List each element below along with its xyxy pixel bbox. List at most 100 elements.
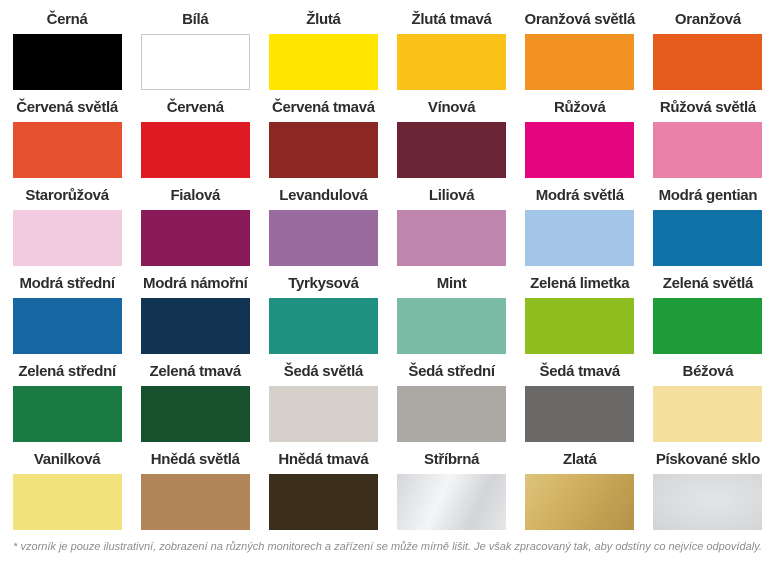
- swatch-cell: Stříbrná: [388, 443, 516, 531]
- swatch-cell: Červená světlá: [3, 91, 131, 179]
- swatch-cell: Zelená limetka: [516, 267, 644, 355]
- swatch-label: Zelená limetka: [530, 275, 630, 292]
- swatch-label: Šedá světlá: [283, 363, 364, 380]
- color-swatch: [12, 34, 122, 90]
- swatch-label: Bílá: [182, 11, 209, 28]
- color-swatch: [653, 34, 763, 90]
- swatch-label: Fialová: [170, 187, 221, 204]
- color-swatch: [525, 210, 635, 266]
- swatch-label: Zlatá: [562, 451, 597, 468]
- swatch-label: Béžová: [682, 363, 734, 380]
- swatch-cell: Modrá gentian: [644, 179, 772, 267]
- color-swatch: [397, 210, 507, 266]
- swatch-label: Modrá gentian: [658, 187, 758, 204]
- swatch-cell: Červená: [131, 91, 259, 179]
- swatch-label: Oranžová světlá: [524, 11, 636, 28]
- color-swatch: [268, 474, 378, 530]
- swatch-cell: Hnědá světlá: [131, 443, 259, 531]
- swatch-cell: Vanilková: [3, 443, 131, 531]
- swatch-label: Hnědá tmavá: [278, 451, 369, 468]
- color-swatch: [397, 122, 507, 178]
- color-swatch: [268, 210, 378, 266]
- swatch-cell: Černá: [3, 3, 131, 91]
- swatch-cell: Modrá světlá: [516, 179, 644, 267]
- swatch-cell: Levandulová: [259, 179, 387, 267]
- swatch-cell: Zlatá: [516, 443, 644, 531]
- color-swatch: [653, 122, 763, 178]
- swatch-cell: Pískované sklo: [644, 443, 772, 531]
- color-swatch: [525, 122, 635, 178]
- swatch-cell: Žlutá tmavá: [388, 3, 516, 91]
- swatch-label: Žlutá tmavá: [411, 11, 492, 28]
- color-swatch: [397, 34, 507, 90]
- swatch-label: Červená světlá: [16, 99, 118, 116]
- swatch-cell: Mint: [388, 267, 516, 355]
- color-swatch: [140, 474, 250, 530]
- swatch-cell: Modrá námořní: [131, 267, 259, 355]
- color-swatch: [140, 34, 250, 90]
- color-swatch: [268, 122, 378, 178]
- color-swatch: [653, 298, 763, 354]
- swatch-label: Červená: [166, 99, 224, 116]
- swatch-cell: Vínová: [388, 91, 516, 179]
- swatch-label: Zelená střední: [18, 363, 116, 380]
- swatch-label: Oranžová: [674, 11, 741, 28]
- disclaimer-footnote: * vzorník je pouze ilustrativní, zobraze…: [13, 541, 762, 553]
- color-swatch: [525, 386, 635, 442]
- swatch-cell: Oranžová světlá: [516, 3, 644, 91]
- color-swatch: [397, 474, 507, 530]
- color-swatch: [140, 210, 250, 266]
- swatch-cell: Šedá střední: [388, 355, 516, 443]
- swatch-label: Mint: [436, 275, 467, 292]
- color-swatch: [653, 386, 763, 442]
- swatch-label: Vanilková: [33, 451, 101, 468]
- swatch-label: Šedá tmavá: [539, 363, 621, 380]
- swatch-cell: Šedá tmavá: [516, 355, 644, 443]
- swatch-label: Vínová: [427, 99, 476, 116]
- swatch-cell: Růžová: [516, 91, 644, 179]
- swatch-label: Růžová: [553, 99, 606, 116]
- swatch-label: Starorůžová: [25, 187, 109, 204]
- swatch-cell: Oranžová: [644, 3, 772, 91]
- swatch-cell: Liliová: [388, 179, 516, 267]
- swatch-label: Liliová: [428, 187, 475, 204]
- swatch-cell: Červená tmavá: [259, 91, 387, 179]
- color-swatch: [12, 386, 122, 442]
- swatch-cell: Hnědá tmavá: [259, 443, 387, 531]
- color-swatch: [525, 34, 635, 90]
- color-swatch: [268, 386, 378, 442]
- swatch-label: Růžová světlá: [659, 99, 756, 116]
- swatch-cell: Žlutá: [259, 3, 387, 91]
- color-swatch: [653, 474, 763, 530]
- color-swatch: [140, 298, 250, 354]
- swatch-cell: Bílá: [131, 3, 259, 91]
- color-swatch: [268, 298, 378, 354]
- swatch-label: Levandulová: [279, 187, 368, 204]
- swatch-cell: Modrá střední: [3, 267, 131, 355]
- swatch-cell: Růžová světlá: [644, 91, 772, 179]
- color-swatch: [268, 34, 378, 90]
- swatch-cell: Šedá světlá: [259, 355, 387, 443]
- color-swatch: [140, 386, 250, 442]
- swatch-label: Šedá střední: [408, 363, 495, 380]
- swatch-label: Modrá střední: [19, 275, 115, 292]
- swatch-cell: Béžová: [644, 355, 772, 443]
- swatch-label: Modrá námořní: [143, 275, 248, 292]
- swatch-cell: Starorůžová: [3, 179, 131, 267]
- swatch-label: Zelená světlá: [662, 275, 754, 292]
- color-swatch: [12, 474, 122, 530]
- color-swatch: [140, 122, 250, 178]
- swatch-label: Tyrkysová: [288, 275, 359, 292]
- swatch-label: Zelená tmavá: [149, 363, 242, 380]
- swatch-label: Hnědá světlá: [150, 451, 240, 468]
- color-swatch: [397, 386, 507, 442]
- swatch-cell: Tyrkysová: [259, 267, 387, 355]
- color-swatch: [12, 122, 122, 178]
- swatch-cell: Zelená světlá: [644, 267, 772, 355]
- swatch-label: Stříbrná: [424, 451, 480, 468]
- color-swatch: [12, 298, 122, 354]
- swatch-label: Modrá světlá: [535, 187, 624, 204]
- swatch-label: Červená tmavá: [271, 99, 375, 116]
- swatch-label: Žlutá: [306, 11, 341, 28]
- color-swatch: [397, 298, 507, 354]
